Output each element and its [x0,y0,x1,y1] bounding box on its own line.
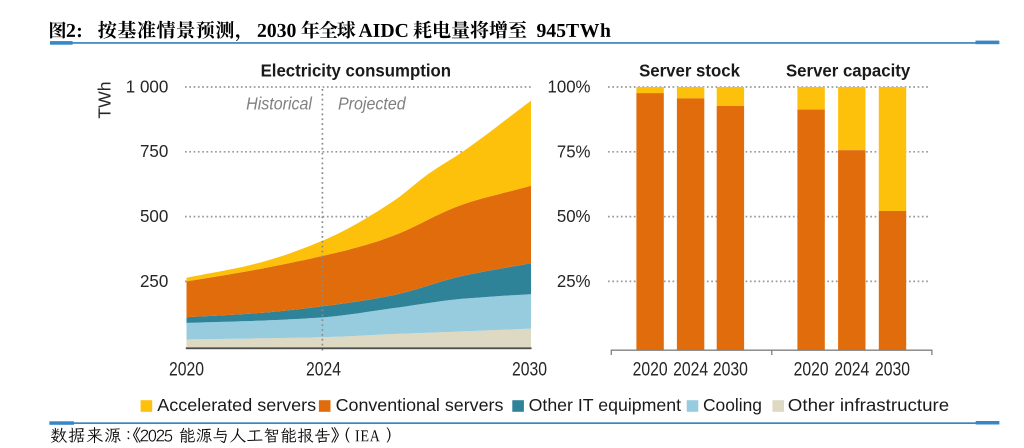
svg-text:Projected: Projected [338,94,406,114]
svg-text:50%: 50% [557,206,591,227]
svg-text:2020: 2020 [794,358,829,380]
svg-text:TWh: TWh [94,81,114,118]
svg-text:Conventional servers: Conventional servers [336,395,504,415]
svg-text:2024: 2024 [673,358,708,380]
svg-text:250: 250 [140,270,169,291]
svg-text:Other infrastructure: Other infrastructure [788,396,949,415]
svg-text:2030: 2030 [875,358,910,380]
svg-text:2020: 2020 [633,358,668,380]
svg-text:2024: 2024 [834,358,869,380]
svg-text:25%: 25% [557,271,591,292]
svg-text:2020: 2020 [169,358,204,380]
svg-text:Server stock: Server stock [639,60,740,81]
svg-text:Other IT equipment: Other IT equipment [529,395,682,415]
svg-text:1 000: 1 000 [126,76,169,97]
svg-text:2024: 2024 [306,358,341,380]
svg-text:Historical: Historical [246,94,313,114]
svg-text:2030: 2030 [713,358,748,380]
svg-text:2030: 2030 [512,358,547,380]
svg-text:75%: 75% [557,141,591,162]
svg-text:Accelerated servers: Accelerated servers [157,395,316,415]
svg-text:Cooling: Cooling [703,395,762,415]
svg-text:100%: 100% [547,76,590,97]
svg-text:Server capacity: Server capacity [786,60,911,81]
svg-text:Electricity consumption: Electricity consumption [261,60,451,81]
svg-text:750: 750 [140,141,169,162]
svg-text:500: 500 [140,206,169,227]
